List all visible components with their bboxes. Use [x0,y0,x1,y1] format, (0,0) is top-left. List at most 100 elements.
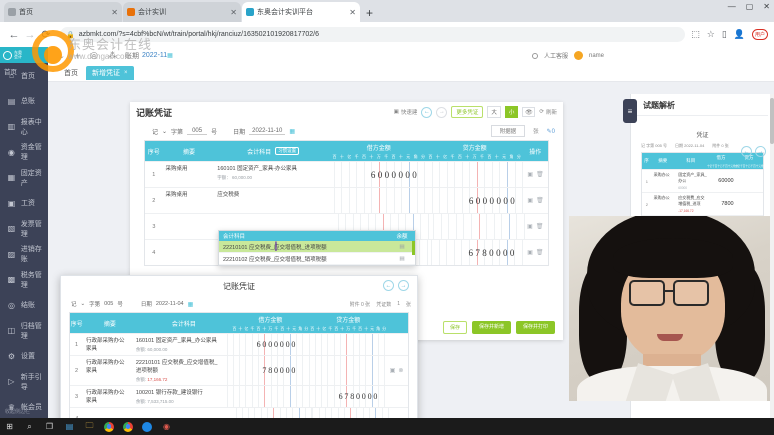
dropdown-option-1[interactable]: 22210102 应交税费_应交增值税_销项税额 ▤ [219,253,415,265]
eye-icon[interactable]: 👁 [522,107,536,117]
tab-close-icon[interactable]: × [124,69,128,76]
page-value[interactable]: 1 [397,301,400,307]
window-minimize-button[interactable]: — [727,2,736,11]
sidebar-item-close-period[interactable]: ◎ 结账 [0,293,48,319]
row-summary[interactable] [163,214,216,239]
voucher-number-input[interactable]: 005 [104,301,114,307]
recorder-icon[interactable]: ◉ [163,422,170,431]
add-icon[interactable]: + [74,50,81,61]
row-summary[interactable]: 行政部采购办公家具 [86,360,125,374]
table-row[interactable]: 2 采购桌用 应交税费 6000000 ▣ 🗑 [145,187,548,213]
forward-icon[interactable]: → [24,28,36,41]
table-row[interactable]: 1 行政部采购办公家具 160101 固定资产_家具_办公家具 余额: 60,0… [70,333,408,355]
voucher-word-prefix[interactable]: 记 [152,129,159,136]
browser-tab-3-active[interactable]: 东奥会计实训平台 ✕ [242,2,360,22]
sidebar-item-report-center[interactable]: ▥ 报表中心 [0,114,48,140]
delete-row-icon[interactable]: ⊗ [398,368,404,374]
subject-dropdown[interactable]: 会计科目 余额 22210101 应交税费_应交增值税_进项税额 ▤ 22210… [218,230,416,266]
scrollbar-thumb[interactable] [770,98,774,144]
row-debit-cell[interactable]: 780000 [221,356,304,385]
row-subject[interactable]: 160101 固定资产_家具_办公家具 余额: 60,000.00 [133,334,221,355]
voucher-number-input[interactable]: 005 [187,128,208,135]
chevron-down-icon[interactable]: ⌄ [59,52,65,60]
copy-row-icon[interactable]: ▣ [527,172,534,178]
browser-tab-2[interactable]: 会计实训 ✕ [123,2,241,22]
tab-new-voucher[interactable]: 新增凭证 × [86,65,134,80]
row-credit-cell[interactable]: 6780000 [303,386,386,407]
copy-row-icon[interactable]: ▣ [389,368,396,374]
dropdown-scrollbar[interactable] [412,241,415,255]
sidebar-item-salary[interactable]: ▣ 工资 [0,191,48,217]
back-icon[interactable]: ← [8,28,20,41]
row-credit-cell[interactable]: 6000000 [425,188,524,213]
sidebar-item-member[interactable]: ♛ 帐会员 [0,395,48,421]
window-close-button[interactable]: ✕ [763,2,770,11]
table-row[interactable]: 3 ▣ 🗑 [145,213,548,239]
table-row[interactable]: 2 行政部采购办公家具 22210101 应交税费_应交增值税_进项税额 余额:… [70,355,408,385]
chrome-icon-2[interactable] [123,421,133,432]
voucher-date-input[interactable]: 2022-11-04 [155,301,184,307]
next-voucher-button[interactable]: → [436,106,448,118]
bookmark-star-icon[interactable]: ☆ [706,29,715,39]
delete-row-icon[interactable]: 🗑 [535,250,544,256]
row-credit-cell[interactable] [303,334,386,355]
copy-row-icon[interactable]: ▣ [527,198,534,204]
share-icon[interactable]: ⁂ [108,50,117,60]
subject-settings-button[interactable]: 习惯设置 [275,147,300,155]
tab-close-icon[interactable]: ✕ [111,7,118,17]
row-credit-cell[interactable] [303,356,386,385]
row-subject[interactable]: 100201 银行存款_建设银行 余额: 7,533,715.00 [133,386,221,407]
folder-icon[interactable]: 🗀 [85,420,94,430]
user-label[interactable]: name [588,52,604,59]
browser-tab-1[interactable]: 首页 ✕ [4,2,122,22]
row-debit-cell[interactable] [221,386,304,407]
sidebar-item-invoice[interactable]: ▧ 发票管理 [0,216,48,242]
refresh-button[interactable]: ⟳ 刷新 [539,108,557,116]
row-summary[interactable] [163,240,216,265]
tab-close-icon[interactable]: ✕ [230,7,237,17]
next-voucher-button[interactable]: → [398,280,409,291]
avatar[interactable] [573,51,583,60]
table-row[interactable]: 3 行政部采购办公家具 100201 银行存款_建设银行 余额: 7,533,7… [70,385,408,407]
row-debit-cell[interactable] [331,214,429,239]
delete-row-icon[interactable]: 🗑 [536,198,544,204]
sidebar-item-inventory[interactable]: ▨ 进销存账 [0,242,48,268]
edge-icon[interactable] [142,421,152,432]
row-credit-cell[interactable]: 6780000 [425,240,523,265]
sidebar-collapse-label[interactable]: 收起侧边栏 [5,409,31,415]
row-credit-cell[interactable] [425,162,524,187]
next-voucher-button[interactable]: → [755,146,766,157]
row-subject[interactable]: 22210101 应交税费_应交增值税_进项税额 余额: 17,166.72 [133,356,221,385]
page-scrollbar[interactable] [770,94,774,435]
more-voucher-button[interactable]: 更多凭证 [451,106,484,118]
tab-close-icon[interactable]: ✕ [349,7,356,17]
period-value[interactable]: 2022-11 [142,52,168,59]
prev-voucher-button[interactable]: ← [383,280,394,291]
sidebar-item-fund[interactable]: ◉ 资金管理 [0,140,48,166]
chrome-icon[interactable] [104,421,114,432]
quick-create-button[interactable]: ▣ 快速建 [394,108,418,116]
panel-toggle-icon[interactable]: ≡ [623,99,637,123]
sidebar-item-fixed-asset[interactable]: ▦ 固定资产 [0,165,48,191]
sidebar-item-tax[interactable]: ▩ 税务管理 [0,267,48,293]
sidebar-item-home[interactable]: ⌂ 首页 [0,63,48,89]
save-and-print-button[interactable]: 保存并打印 [515,321,555,334]
copy-row-icon[interactable]: ▣ [527,250,533,256]
window-maximize-button[interactable]: ▢ [745,2,754,11]
extensions-icon[interactable]: ▯ [721,29,727,39]
reload-icon[interactable]: ⟳ [41,29,51,41]
delete-row-icon[interactable]: 🗑 [535,224,544,230]
row-summary[interactable]: 采购桌用 [165,192,188,198]
row-debit-cell[interactable]: 6000000 [221,334,304,355]
sidebar-item-ledger[interactable]: ▤ 总账 [0,89,48,115]
file-app-icon[interactable]: ▤ [65,422,74,431]
prev-voucher-button[interactable]: ← [741,146,752,157]
profile-icon[interactable]: 👤 [733,29,745,39]
attachment-label[interactable]: 附件 0 张 [349,301,371,308]
sidebar-item-archive[interactable]: ◫ 归档管理 [0,318,48,344]
windows-start-icon[interactable]: ⊞ [6,422,13,431]
dropdown-option-0[interactable]: 22210101 应交税费_应交增值税_进项税额 ▤ [219,241,415,253]
delete-row-icon[interactable]: 🗑 [536,172,544,178]
save-and-add-button[interactable]: 保存并新增 [471,321,511,334]
row-summary[interactable]: 行政部采购办公家具 [86,390,125,404]
